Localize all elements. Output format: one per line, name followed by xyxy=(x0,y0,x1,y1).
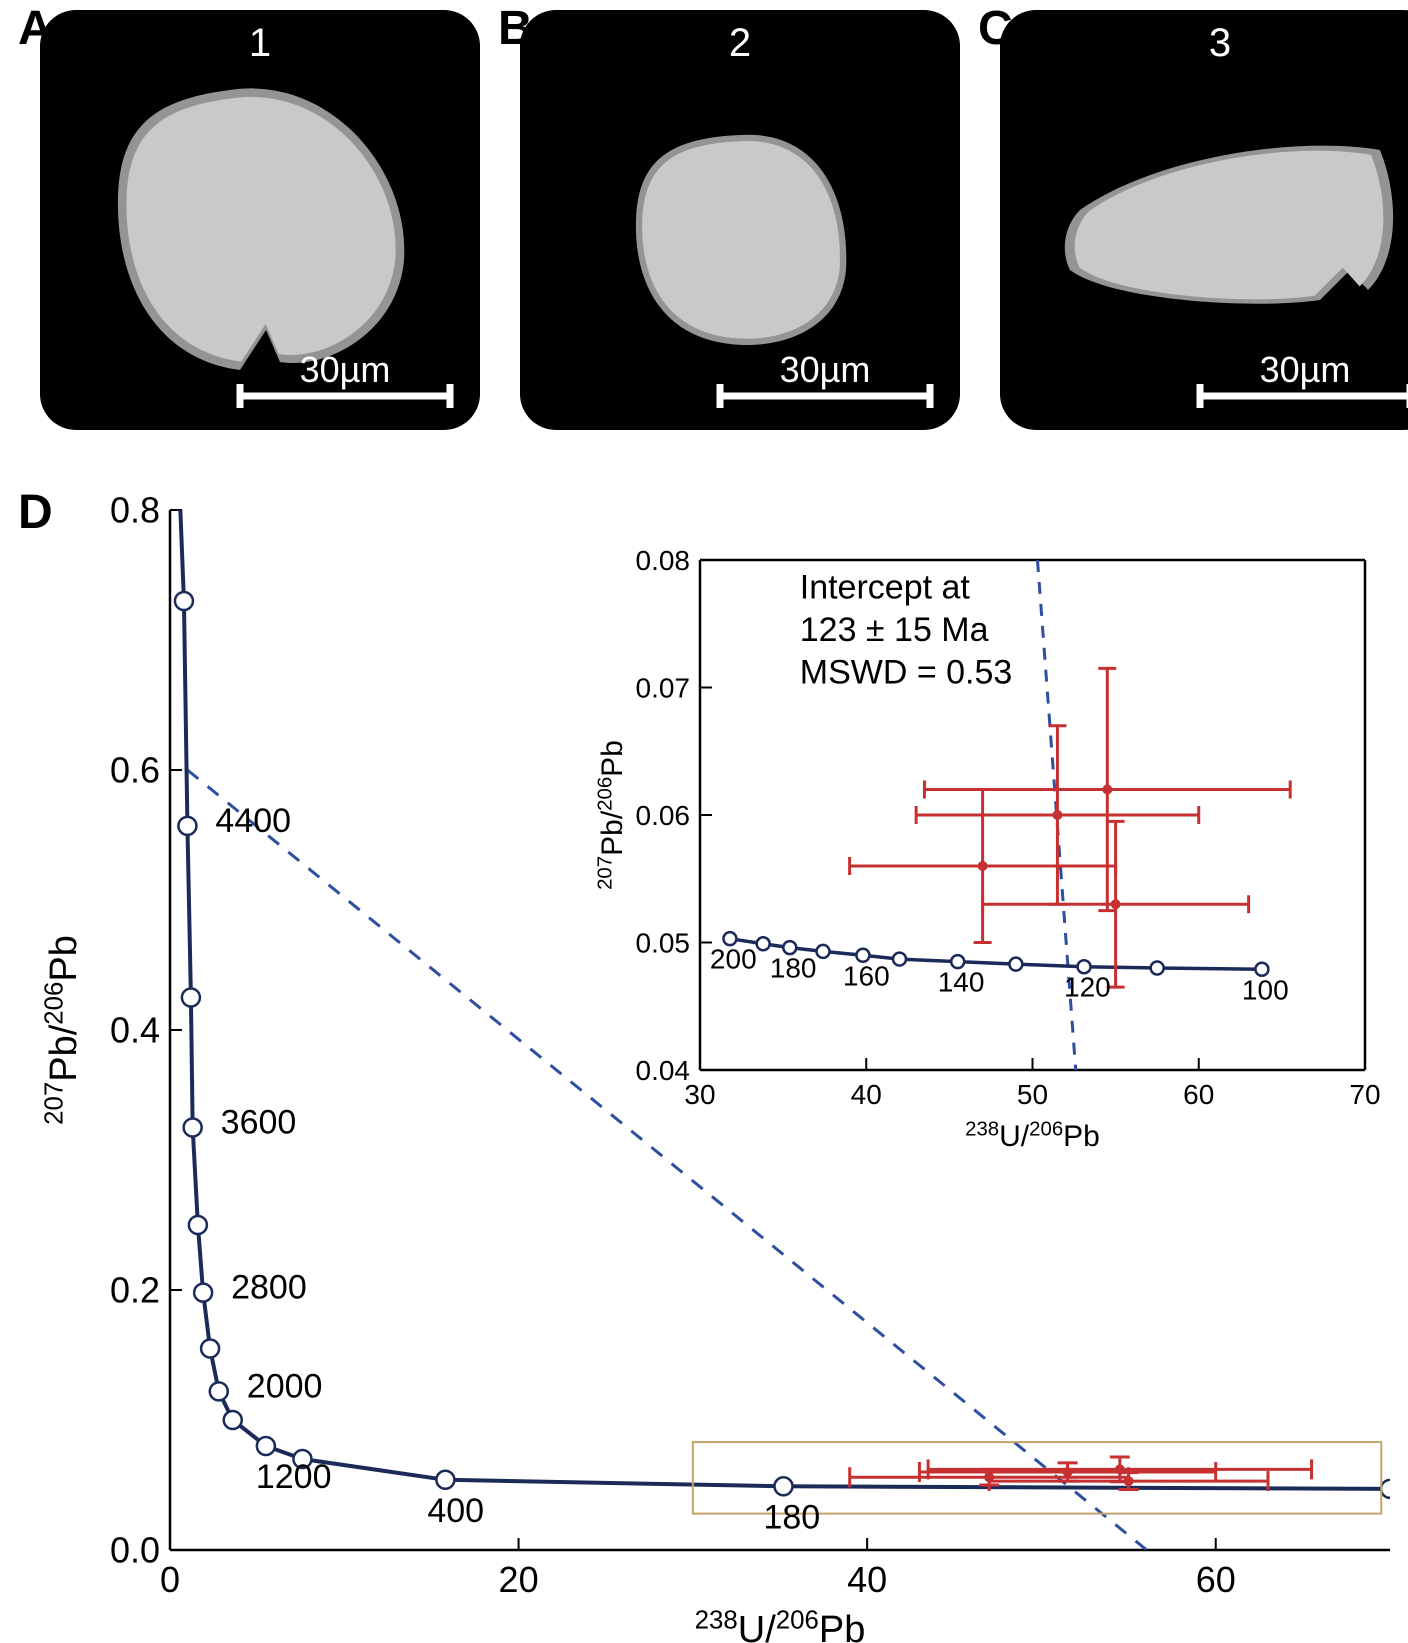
concordia-age-label: 160 xyxy=(843,960,890,991)
concordia-age-label: 180 xyxy=(770,953,817,984)
concordia-marker xyxy=(893,953,906,966)
x-tick-label: 20 xyxy=(499,1559,539,1600)
y-tick-label: 0.8 xyxy=(110,490,160,531)
concordia-age-label: 2800 xyxy=(231,1269,307,1307)
panel-letter: D xyxy=(18,486,53,539)
concordia-marker xyxy=(436,1471,454,1489)
axis-label: 207Pb/206Pb xyxy=(41,935,85,1125)
concordia-marker xyxy=(1009,958,1022,971)
concordia-marker xyxy=(182,989,200,1007)
panel-number: 3 xyxy=(1209,21,1231,65)
data-point xyxy=(1052,810,1062,820)
panel-number: 2 xyxy=(729,21,751,65)
x-tick-label: 0 xyxy=(160,1559,180,1600)
x-tick-label: 40 xyxy=(851,1079,882,1110)
concordia-marker xyxy=(257,1437,275,1455)
concordia-age-label: 200 xyxy=(710,944,757,975)
x-tick-label: 50 xyxy=(1017,1079,1048,1110)
y-tick-label: 0.08 xyxy=(636,545,691,576)
inset-annotation: Intercept at xyxy=(800,568,971,606)
inset-annotation: MSWD = 0.53 xyxy=(800,653,1013,691)
y-tick-label: 0.6 xyxy=(110,750,160,791)
figure-svg: A130µmB230µmC330µmD02040600.00.20.40.60.… xyxy=(0,0,1408,1643)
panel-A: A130µm xyxy=(18,2,480,430)
concordia-marker xyxy=(175,592,193,610)
y-tick-label: 0.06 xyxy=(636,800,691,831)
y-tick-label: 0.2 xyxy=(110,1270,160,1311)
panel-B: B230µm xyxy=(498,2,960,430)
axis-label: 207Pb/206Pb xyxy=(595,740,630,890)
panel-number: 1 xyxy=(249,21,271,65)
concordia-age-label: 140 xyxy=(938,967,985,998)
concordia-marker xyxy=(1381,1480,1399,1498)
scalebar-label: 30µm xyxy=(300,349,391,390)
x-tick-label: 60 xyxy=(1196,1559,1236,1600)
concordia-marker xyxy=(189,1216,207,1234)
concordia-marker xyxy=(178,817,196,835)
concordia-age-label: 2000 xyxy=(247,1367,323,1405)
concordia-marker xyxy=(224,1411,242,1429)
concordia-marker xyxy=(1151,962,1164,975)
concordia-marker xyxy=(194,1284,212,1302)
scalebar-label: 30µm xyxy=(1260,349,1351,390)
x-tick-label: 40 xyxy=(847,1559,887,1600)
concordia-age-label: 1200 xyxy=(256,1458,332,1496)
y-tick-label: 0.0 xyxy=(110,1530,160,1571)
concordia-marker xyxy=(774,1477,792,1495)
data-point xyxy=(1111,899,1121,909)
y-tick-label: 0.4 xyxy=(110,1010,160,1051)
concordia-marker xyxy=(210,1382,228,1400)
concordia-marker xyxy=(201,1340,219,1358)
concordia-age-label: 3600 xyxy=(221,1104,297,1142)
panel-C: C330µm xyxy=(978,2,1408,430)
grain xyxy=(642,141,840,339)
concordia-marker xyxy=(184,1119,202,1137)
scalebar-label: 30µm xyxy=(780,349,871,390)
inset-annotation: 123 ± 15 Ma xyxy=(800,611,989,649)
y-tick-label: 0.04 xyxy=(636,1055,691,1086)
axis-label: 238U/206Pb xyxy=(695,1607,866,1643)
y-tick-label: 0.05 xyxy=(636,927,691,958)
x-tick-label: 70 xyxy=(1349,1079,1380,1110)
x-tick-label: 60 xyxy=(1183,1079,1214,1110)
concordia-age-label: 100 xyxy=(1242,974,1289,1005)
figure-root: A130µmB230µmC330µmD02040600.00.20.40.60.… xyxy=(0,0,1408,1643)
concordia-age-label: 4400 xyxy=(215,802,291,840)
concordia-marker xyxy=(817,945,830,958)
concordia-age-label: 180 xyxy=(763,1498,820,1536)
axis-label: 238U/206Pb xyxy=(965,1119,1100,1154)
concordia-marker xyxy=(757,937,770,950)
data-point xyxy=(978,861,988,871)
inset-chart: 30405060700.040.050.060.070.08238U/206Pb… xyxy=(595,545,1381,1153)
data-point xyxy=(1102,785,1112,795)
data-point xyxy=(1124,1476,1134,1486)
concordia-age-label: 120 xyxy=(1064,972,1111,1003)
y-tick-label: 0.07 xyxy=(636,672,691,703)
concordia-age-label: 400 xyxy=(427,1492,484,1530)
